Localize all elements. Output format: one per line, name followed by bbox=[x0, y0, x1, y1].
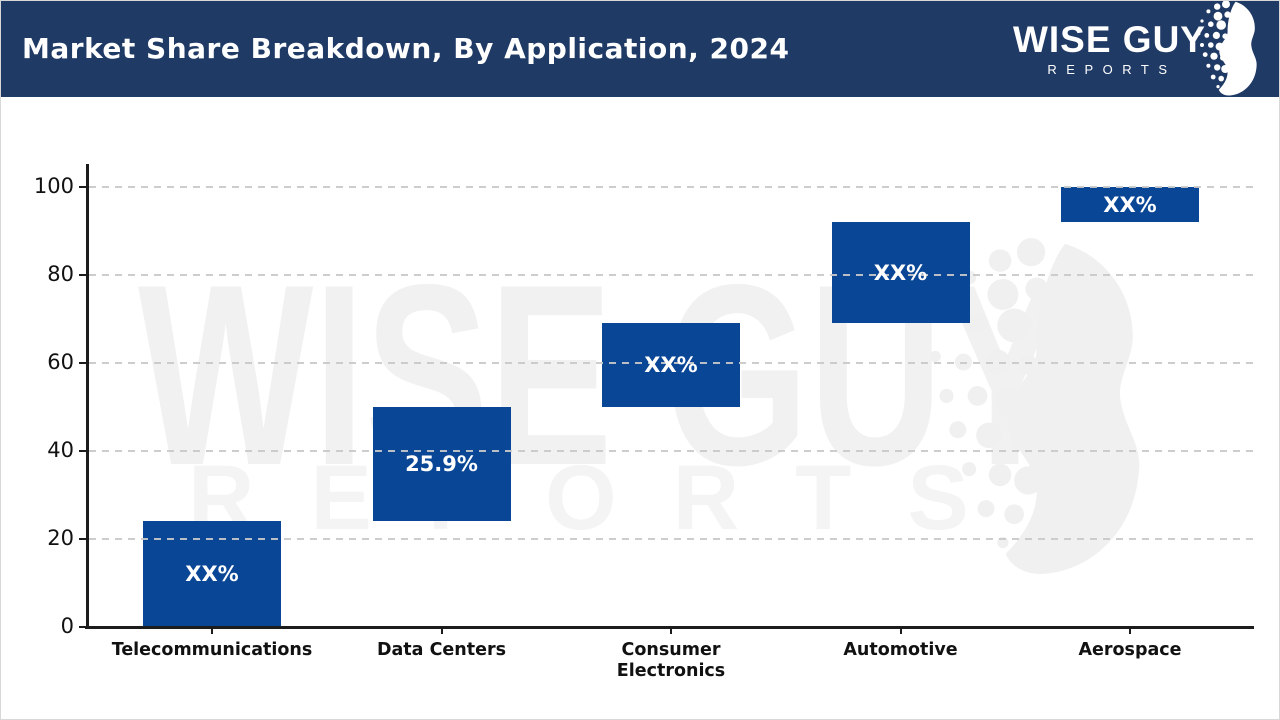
bar-value-label: XX% bbox=[1103, 192, 1157, 217]
brand-name: WISE GUY bbox=[1012, 19, 1206, 60]
bar-aerospace bbox=[1061, 187, 1199, 223]
y-tick-mark bbox=[79, 450, 87, 452]
x-axis-line bbox=[85, 626, 1254, 629]
y-tick-mark bbox=[79, 274, 87, 276]
brand-logo-text: WISE GUY REPORTS bbox=[1013, 21, 1206, 76]
y-tick-mark bbox=[79, 538, 87, 540]
bar-value-label: 25.9% bbox=[405, 452, 478, 477]
y-tick-label: 20 bbox=[47, 526, 74, 550]
bar-data-centers bbox=[372, 407, 511, 522]
category-label-3: Consumer Electronics bbox=[616, 640, 726, 681]
gridline-80 bbox=[89, 274, 1255, 276]
watermark-brand-name: WISE GUY bbox=[138, 230, 1067, 519]
bar-value-label: XX% bbox=[873, 260, 928, 285]
watermark-brand-subtitle: REPORTS bbox=[188, 447, 1025, 549]
gridline-40 bbox=[89, 450, 1255, 452]
dotted-head-icon bbox=[1197, 0, 1257, 96]
bar-value-label: XX% bbox=[644, 353, 698, 378]
brand-subtitle: REPORTS bbox=[1047, 62, 1177, 77]
y-tick-mark bbox=[79, 186, 87, 188]
x-tick-mark bbox=[211, 628, 213, 634]
gridline-60 bbox=[89, 362, 1255, 364]
y-tick-label: 40 bbox=[47, 438, 74, 462]
y-tick-label: 100 bbox=[33, 174, 74, 198]
bar-telecommunications bbox=[143, 521, 281, 627]
x-tick-mark bbox=[1129, 628, 1131, 634]
category-label-1: Telecommunications bbox=[111, 640, 313, 660]
gridline-20 bbox=[89, 538, 1255, 540]
y-tick-label: 60 bbox=[47, 350, 74, 374]
category-label-5: Aerospace bbox=[1078, 640, 1182, 660]
bar-automotive bbox=[831, 222, 970, 324]
x-tick-mark bbox=[440, 628, 443, 634]
gridline-100 bbox=[89, 186, 1255, 188]
y-axis-line bbox=[86, 164, 89, 629]
page-title: Market Share Breakdown, By Application, … bbox=[22, 32, 790, 65]
category-label-4: Automotive bbox=[843, 640, 958, 660]
brand-logo: WISE GUY REPORTS bbox=[1013, 0, 1266, 100]
y-tick-mark bbox=[79, 626, 87, 628]
category-label-2: Data Centers bbox=[376, 640, 507, 660]
chart-header: Market Share Breakdown, By Application, … bbox=[0, 0, 1280, 97]
y-tick-label: 80 bbox=[47, 262, 74, 286]
watermark-dotted-head-icon bbox=[929, 238, 1140, 574]
y-tick-mark bbox=[79, 362, 87, 364]
x-tick-mark bbox=[899, 628, 902, 634]
y-tick-label: 0 bbox=[60, 614, 74, 638]
bar-consumer-electronics bbox=[602, 323, 740, 407]
x-tick-mark bbox=[670, 628, 672, 634]
bar-value-label: XX% bbox=[185, 562, 239, 587]
